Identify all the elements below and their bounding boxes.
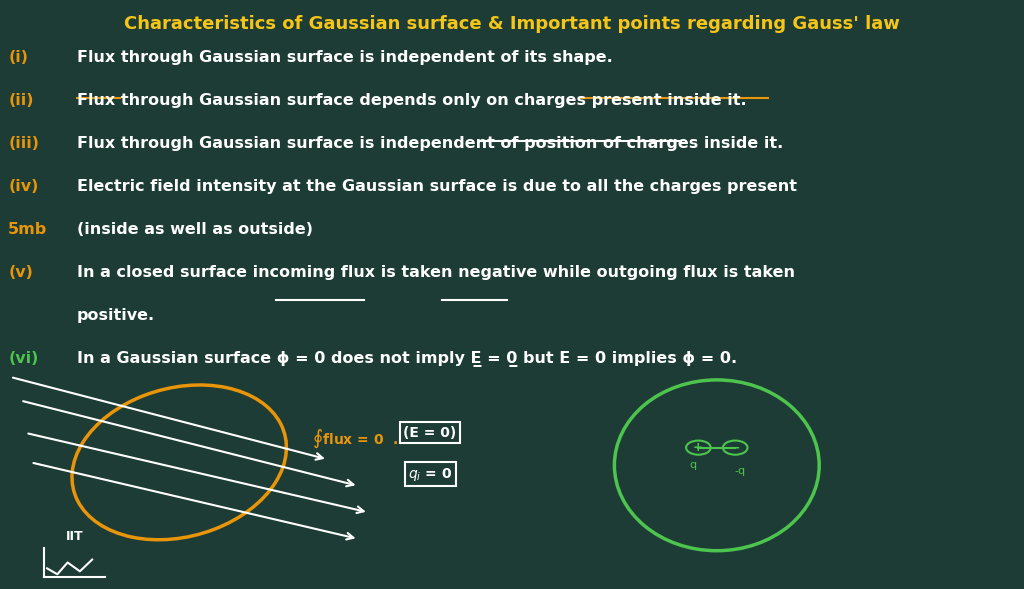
Text: +: +	[693, 441, 703, 454]
Text: $q_i$ = 0: $q_i$ = 0	[408, 466, 453, 482]
Text: IIT: IIT	[66, 530, 84, 543]
Text: (inside as well as outside): (inside as well as outside)	[77, 222, 312, 237]
Text: Flux through Gaussian surface is independent of its shape.: Flux through Gaussian surface is indepen…	[77, 50, 612, 65]
Text: q: q	[690, 460, 696, 470]
Text: -q: -q	[735, 466, 745, 476]
Text: Flux through Gaussian surface depends only on charges present inside it.: Flux through Gaussian surface depends on…	[77, 93, 746, 108]
Text: (i): (i)	[8, 50, 29, 65]
Text: In a Gaussian surface ϕ = 0 does not imply E̲ = 0̲ but E = 0 implies ϕ = 0.: In a Gaussian surface ϕ = 0 does not imp…	[77, 351, 737, 367]
Text: 5mb: 5mb	[8, 222, 47, 237]
Text: positive.: positive.	[77, 308, 155, 323]
Text: (E = 0): (E = 0)	[403, 426, 457, 440]
Text: Characteristics of Gaussian surface & Important points regarding Gauss' law: Characteristics of Gaussian surface & Im…	[124, 15, 900, 33]
Text: Electric field intensity at the Gaussian surface is due to all the charges prese: Electric field intensity at the Gaussian…	[77, 179, 797, 194]
Text: (vi): (vi)	[8, 351, 39, 366]
Text: (iv): (iv)	[8, 179, 39, 194]
Text: (ii): (ii)	[8, 93, 34, 108]
Text: $\oint$flux = 0  .: $\oint$flux = 0 .	[312, 428, 398, 450]
Text: Flux through Gaussian surface is independent of position of charges inside it.: Flux through Gaussian surface is indepen…	[77, 136, 783, 151]
Text: −: −	[730, 441, 740, 454]
Text: (v): (v)	[8, 265, 33, 280]
Text: In a closed surface incoming flux is taken negative while outgoing flux is taken: In a closed surface incoming flux is tak…	[77, 265, 795, 280]
Text: (iii): (iii)	[8, 136, 39, 151]
